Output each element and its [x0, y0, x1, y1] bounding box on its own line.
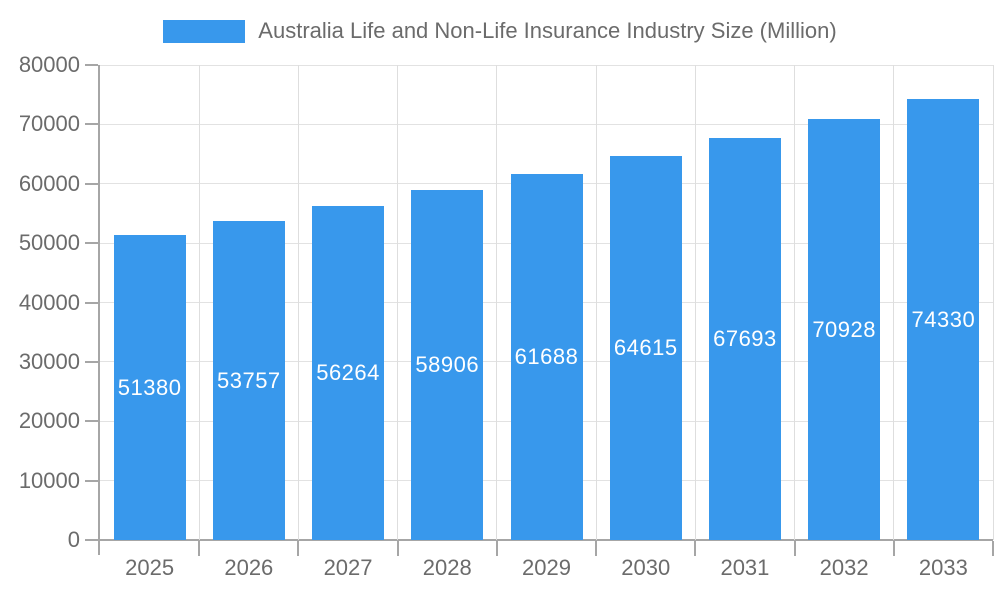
x-axis-tick-label: 2031: [720, 555, 770, 580]
y-axis-tick-label: 70000: [18, 111, 80, 137]
x-axis-line: [98, 539, 993, 541]
bar-2030[interactable]: 64615: [609, 156, 682, 540]
y-axis-tick-label: 10000: [18, 467, 80, 493]
y-axis-tick: [85, 479, 98, 482]
bar-value-label: 67693: [713, 326, 777, 351]
bar-value-label: 58906: [415, 352, 480, 377]
x-axis-tick-label: 2028: [422, 555, 472, 580]
y-axis-tick: [85, 123, 98, 126]
bar-2033[interactable]: 74330: [907, 99, 980, 540]
x-axis-tick-label: 2025: [125, 555, 175, 580]
gridline-vertical: [397, 65, 399, 540]
bar-2032[interactable]: 70928: [808, 119, 881, 540]
x-axis-tick-label: 2026: [224, 555, 274, 580]
y-axis-tick-label: 50000: [18, 230, 80, 256]
gridline-vertical: [595, 65, 597, 540]
y-axis-line: [98, 65, 100, 555]
x-axis-tick: [595, 541, 598, 556]
x-axis-tick-label: 2029: [522, 555, 571, 580]
gridline-vertical: [297, 65, 299, 540]
bar-2026[interactable]: 53757: [212, 221, 285, 540]
y-axis-tick-label: 30000: [18, 348, 80, 374]
gridline-vertical: [992, 65, 994, 540]
x-axis-tick: [495, 541, 498, 556]
legend-label: Australia Life and Non-Life Insurance In…: [258, 18, 837, 43]
bar-2029[interactable]: 61688: [510, 174, 583, 540]
x-axis-tick-label: 2033: [918, 555, 968, 580]
bar-value-label: 51380: [117, 374, 182, 400]
bar-2031[interactable]: 67693: [708, 138, 781, 540]
y-axis-tick: [85, 64, 98, 66]
gridline-horizontal: [100, 65, 993, 66]
y-axis-tick: [85, 360, 98, 363]
y-axis-tick: [85, 242, 98, 245]
y-axis-tick: [85, 539, 98, 541]
y-axis-tick: [85, 182, 98, 185]
bar-value-label: 64615: [613, 335, 678, 360]
x-axis-tick-label: 2027: [323, 555, 373, 580]
gridline-horizontal: [100, 123, 993, 125]
legend-item[interactable]: Australia Life and Non-Life Insurance In…: [0, 13, 1000, 49]
bar-2028[interactable]: 58906: [411, 190, 484, 540]
x-axis-tick: [198, 541, 201, 556]
bar-value-label: 70928: [812, 316, 876, 342]
x-axis-tick: [297, 541, 300, 556]
y-axis-tick: [85, 301, 98, 304]
y-axis-tick-label: 60000: [18, 170, 80, 196]
y-axis-tick-label: 20000: [18, 408, 80, 434]
x-axis-tick: [892, 541, 895, 556]
y-axis-tick-label: 0: [67, 527, 80, 552]
x-axis-tick: [793, 541, 796, 556]
bar-value-label: 61688: [514, 344, 579, 369]
x-axis-tick-label: 2030: [621, 555, 671, 580]
bar-2025[interactable]: 51380: [113, 235, 186, 540]
bar-2027[interactable]: 56264: [312, 206, 385, 540]
gridline-vertical: [496, 65, 498, 540]
gridline-vertical: [694, 65, 696, 540]
y-axis-tick-label: 40000: [18, 289, 80, 315]
y-axis-tick-label: 80000: [18, 52, 80, 77]
gridline-vertical: [198, 65, 200, 540]
x-axis-tick: [694, 541, 697, 556]
gridline-vertical: [794, 65, 796, 540]
bar-value-label: 56264: [316, 360, 380, 385]
x-axis-tick-label: 2032: [819, 555, 869, 580]
plot-area: 51380 53757 56264 58906 61688 64615 67693 70928…: [100, 65, 994, 540]
bar-value-label: 74330: [911, 306, 976, 332]
x-axis-tick: [396, 541, 399, 556]
y-axis-tick: [85, 420, 98, 423]
legend-swatch: [163, 19, 246, 43]
bar-value-label: 53757: [216, 367, 281, 393]
x-axis-tick: [992, 541, 994, 556]
gridline-vertical: [893, 65, 895, 540]
